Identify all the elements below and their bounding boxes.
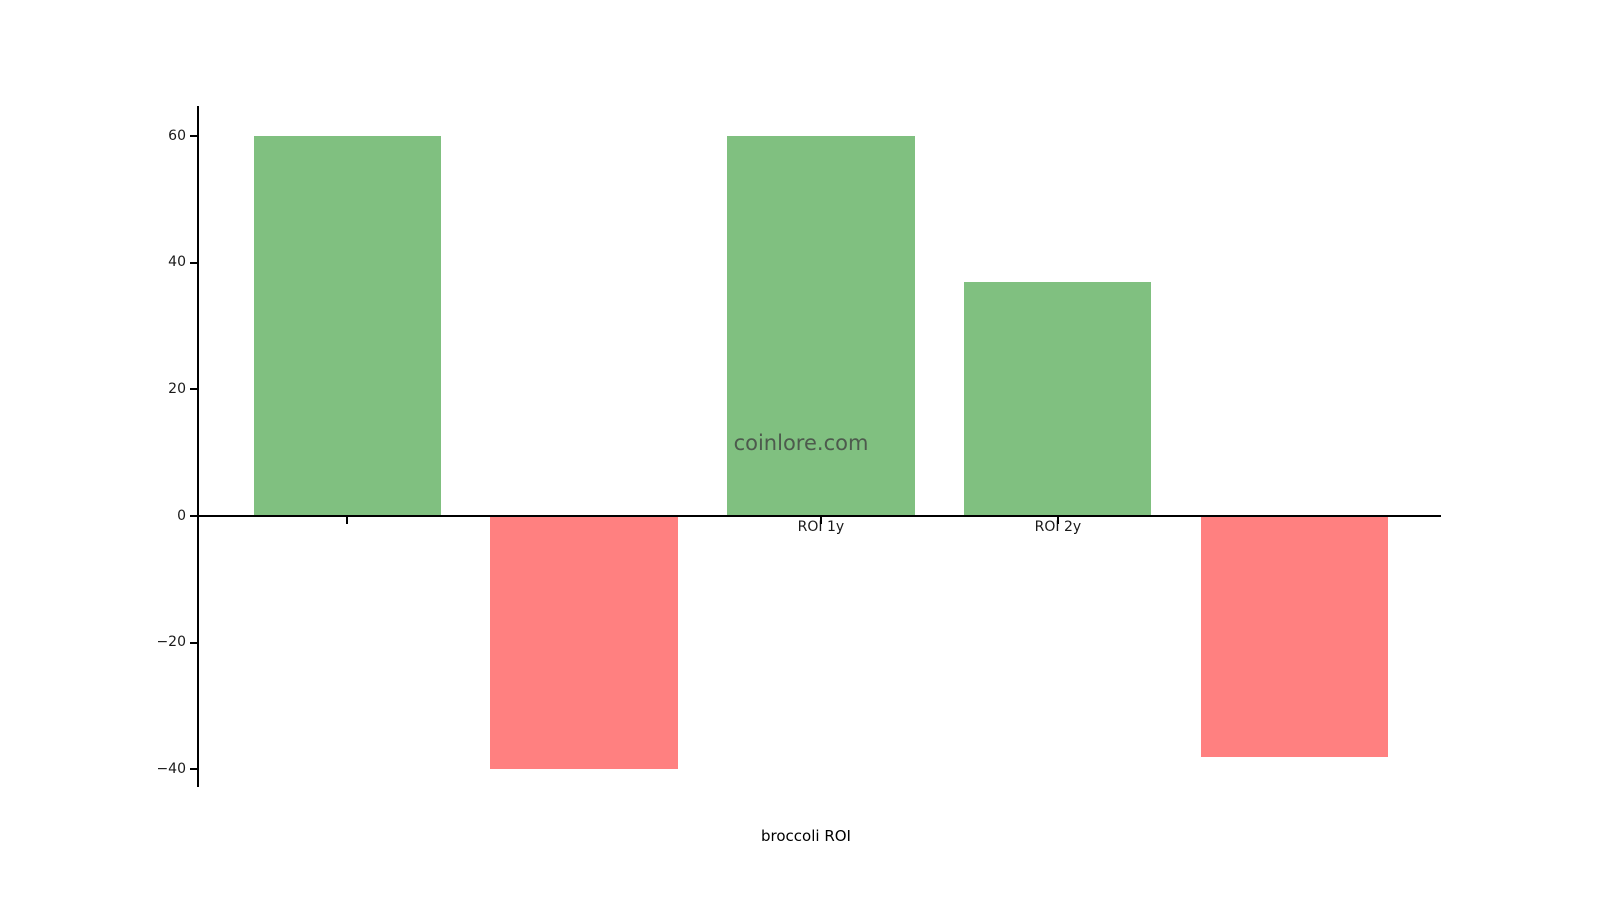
watermark: coinlore.com [733,431,869,455]
y-tick-label: −20 [156,634,186,651]
y-tick-label: 20 [168,380,186,397]
y-tick [190,515,197,517]
bar-3 [727,136,915,516]
y-tick [190,388,197,391]
x-tick [1056,516,1059,524]
x-tick [346,516,349,524]
bar-4 [964,281,1152,516]
x-tick-label: ROI 1y [797,519,845,535]
bar-1 [253,136,441,516]
y-tick [190,641,197,644]
bar-2 [490,516,678,770]
y-tick-label: 0 [177,507,186,524]
y-tick-label: 60 [168,127,186,144]
y-axis-spine [197,106,199,787]
y-tick-label: 40 [168,254,186,271]
y-tick [190,261,197,264]
y-tick-label: −40 [156,760,186,777]
x-tick [819,516,822,524]
bar-5 [1201,516,1389,757]
y-tick [190,135,197,138]
x-axis-title: broccoli ROI [761,827,851,845]
x-tick-label: ROI 2y [1034,519,1082,535]
y-tick [190,768,197,771]
